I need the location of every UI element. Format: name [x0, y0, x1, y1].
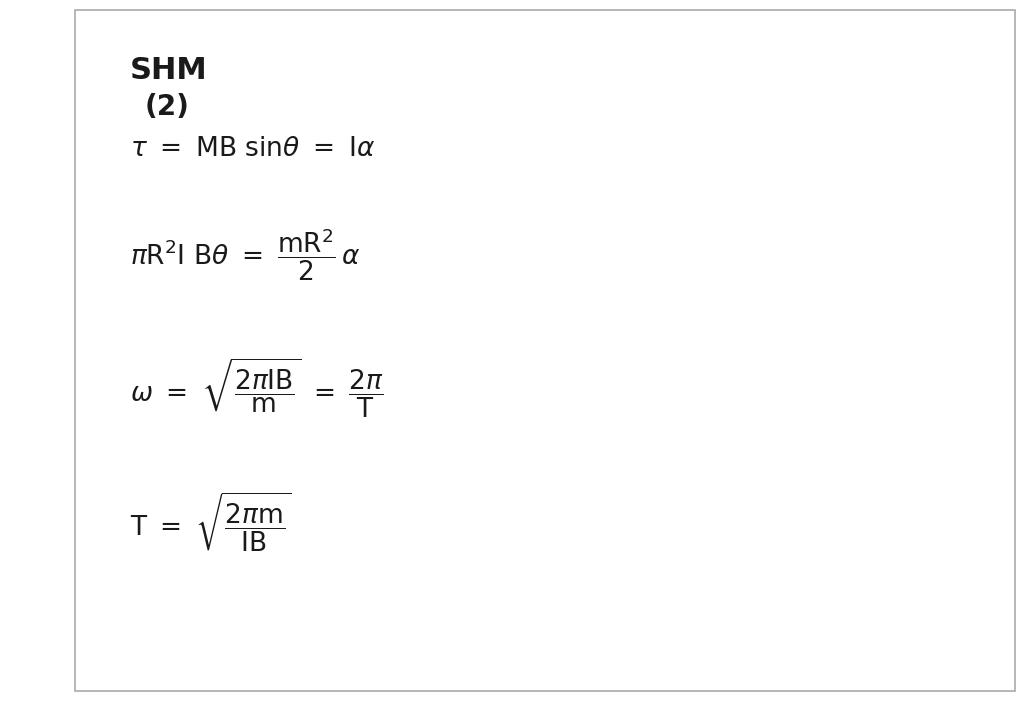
Text: $\pi\mathrm{R}^2\mathrm{I}\ \mathrm{B}\theta\ =\ \dfrac{\mathrm{mR}^2}{2}\,\alph: $\pi\mathrm{R}^2\mathrm{I}\ \mathrm{B}\t… [130, 226, 360, 283]
Text: $\mathrm{T}\ =\ \sqrt{\dfrac{2\pi\mathrm{m}}{\mathrm{IB}}}$: $\mathrm{T}\ =\ \sqrt{\dfrac{2\pi\mathrm… [130, 491, 292, 555]
Text: SHM: SHM [130, 56, 208, 85]
Text: $\tau\ =\ \mathrm{MB}\ \mathrm{sin}\theta\ =\ \mathrm{I}\alpha$: $\tau\ =\ \mathrm{MB}\ \mathrm{sin}\thet… [130, 136, 375, 162]
Text: (2): (2) [145, 93, 189, 121]
Text: $\omega\ =\ \sqrt{\dfrac{2\pi\mathrm{IB}}{\mathrm{m}}}\ =\ \dfrac{2\pi}{\mathrm{: $\omega\ =\ \sqrt{\dfrac{2\pi\mathrm{IB}… [130, 356, 384, 420]
